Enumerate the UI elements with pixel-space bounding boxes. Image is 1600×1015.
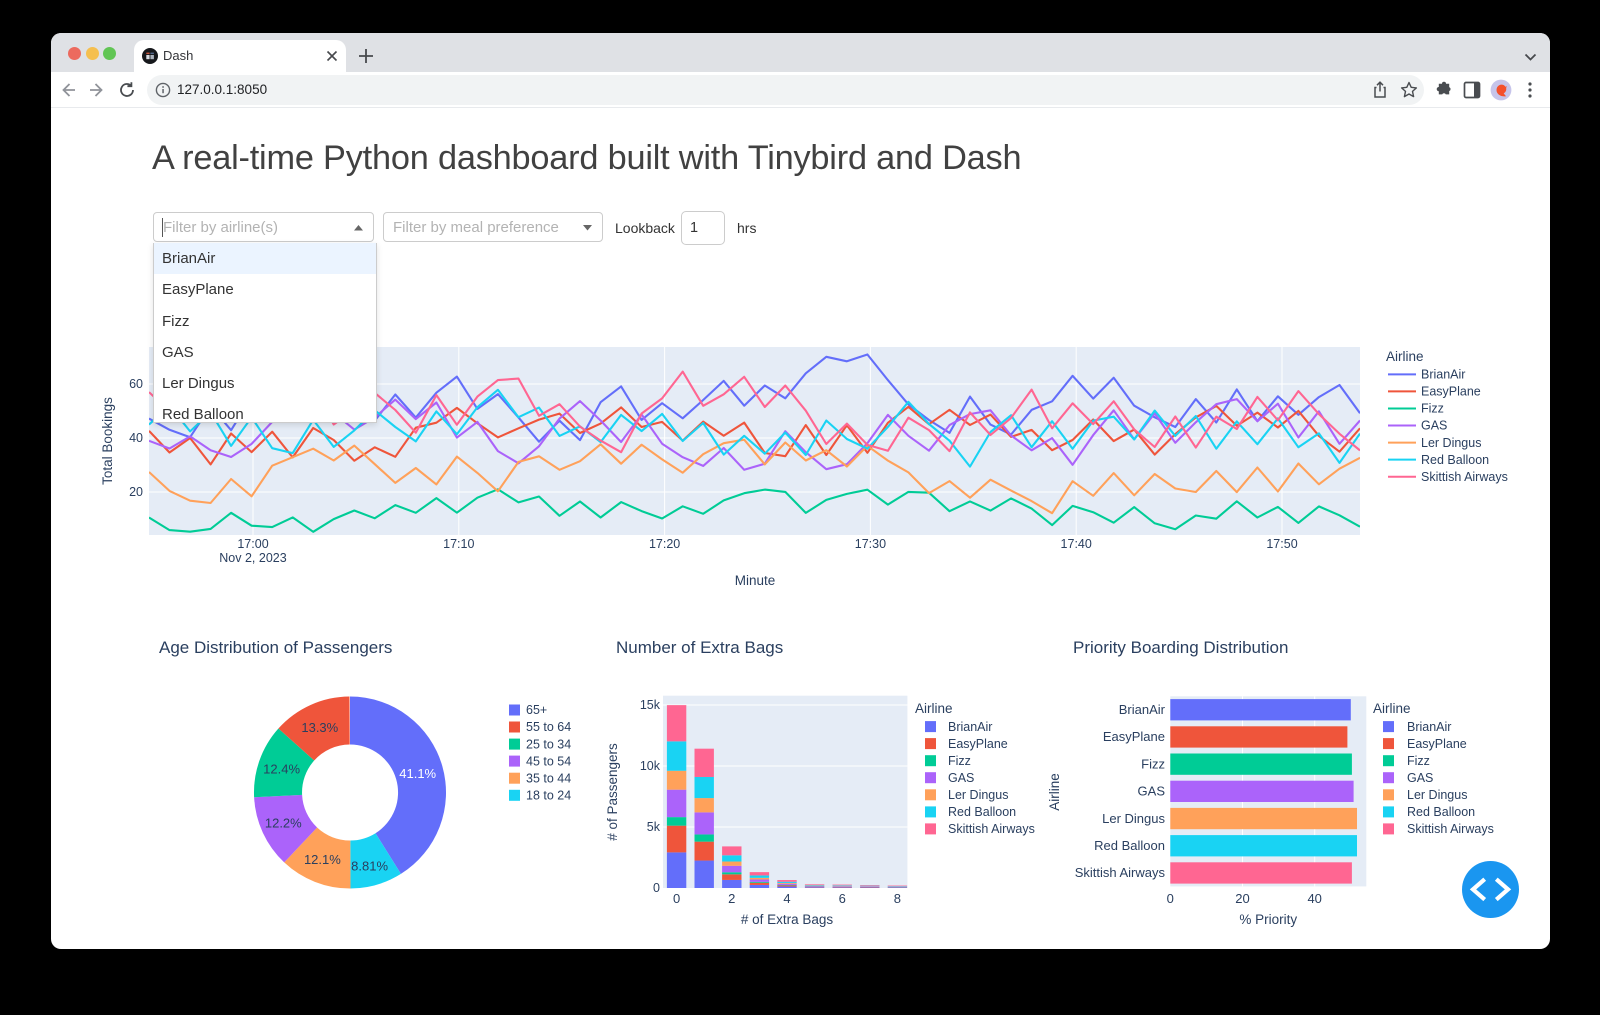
svg-text:17:10: 17:10 (443, 537, 474, 551)
svg-text:Minute: Minute (735, 573, 776, 588)
svg-text:Red Balloon: Red Balloon (1407, 805, 1475, 819)
svg-text:Skittish Airways: Skittish Airways (1075, 865, 1166, 880)
svg-text:GAS: GAS (1421, 419, 1447, 433)
svg-text:25 to 34: 25 to 34 (526, 737, 571, 751)
svg-text:12.4%: 12.4% (263, 761, 300, 776)
svg-text:% Priority: % Priority (1239, 912, 1297, 927)
svg-text:Skittish Airways: Skittish Airways (1421, 470, 1508, 484)
svg-text:EasyPlane: EasyPlane (1407, 737, 1467, 751)
svg-text:17:40: 17:40 (1061, 537, 1092, 551)
svg-text:Total Bookings: Total Bookings (100, 397, 115, 485)
svg-text:Airline: Airline (1047, 773, 1062, 811)
svg-text:41.1%: 41.1% (399, 766, 436, 781)
svg-text:Red Balloon: Red Balloon (1094, 838, 1165, 853)
svg-text:12.2%: 12.2% (265, 816, 302, 831)
svg-text:12.1%: 12.1% (304, 852, 341, 867)
svg-text:40: 40 (129, 431, 143, 445)
svg-text:17:30: 17:30 (855, 537, 886, 551)
svg-text:20: 20 (129, 485, 143, 499)
svg-text:EasyPlane: EasyPlane (1421, 385, 1481, 399)
svg-text:Ler Dingus: Ler Dingus (948, 788, 1008, 802)
svg-text:20: 20 (1235, 891, 1249, 906)
svg-text:60: 60 (129, 377, 143, 391)
svg-text:17:00: 17:00 (237, 537, 268, 551)
svg-text:17:50: 17:50 (1266, 537, 1297, 551)
svg-text:Age Distribution of Passengers: Age Distribution of Passengers (159, 638, 392, 657)
svg-text:Airline: Airline (1386, 349, 1424, 364)
svg-text:EasyPlane: EasyPlane (948, 737, 1008, 751)
svg-text:15k: 15k (640, 698, 661, 712)
svg-text:35 to 44: 35 to 44 (526, 771, 571, 785)
svg-text:GAS: GAS (1138, 784, 1166, 799)
svg-text:Number of Extra Bags: Number of Extra Bags (616, 638, 783, 657)
svg-text:2: 2 (728, 891, 735, 906)
svg-text:Red Balloon: Red Balloon (1421, 453, 1489, 467)
svg-text:Ler Dingus: Ler Dingus (1102, 811, 1165, 826)
svg-text:0: 0 (653, 881, 660, 895)
svg-text:Fizz: Fizz (1141, 756, 1165, 771)
svg-text:BrianAir: BrianAir (1407, 720, 1451, 734)
svg-text:Ler Dingus: Ler Dingus (1421, 436, 1481, 450)
svg-text:65+: 65+ (526, 703, 547, 717)
svg-text:0: 0 (1167, 891, 1174, 906)
svg-text:BrianAir: BrianAir (948, 720, 992, 734)
svg-text:Fizz: Fizz (1407, 754, 1430, 768)
svg-text:BrianAir: BrianAir (1421, 368, 1465, 382)
svg-text:8.81%: 8.81% (351, 858, 388, 873)
svg-text:5k: 5k (647, 820, 661, 834)
svg-text:Red Balloon: Red Balloon (948, 805, 1016, 819)
svg-text:0: 0 (673, 891, 680, 906)
svg-text:8: 8 (894, 891, 901, 906)
svg-text:Ler Dingus: Ler Dingus (1407, 788, 1467, 802)
svg-text:4: 4 (783, 891, 790, 906)
svg-text:55 to 64: 55 to 64 (526, 720, 571, 734)
svg-text:# of Extra Bags: # of Extra Bags (741, 912, 834, 927)
svg-text:10k: 10k (640, 759, 661, 773)
svg-text:Fizz: Fizz (948, 754, 971, 768)
svg-text:BrianAir: BrianAir (1119, 702, 1166, 717)
svg-text:GAS: GAS (948, 771, 974, 785)
svg-text:Airline: Airline (915, 701, 953, 716)
svg-text:EasyPlane: EasyPlane (1103, 729, 1165, 744)
svg-text:Nov 2, 2023: Nov 2, 2023 (219, 551, 286, 565)
svg-text:6: 6 (839, 891, 846, 906)
svg-text:GAS: GAS (1407, 771, 1433, 785)
svg-text:Fizz: Fizz (1421, 402, 1444, 416)
svg-text:45 to 54: 45 to 54 (526, 754, 571, 768)
svg-text:13.3%: 13.3% (301, 720, 338, 735)
svg-text:40: 40 (1307, 891, 1321, 906)
svg-text:# of Passengers: # of Passengers (605, 743, 620, 841)
svg-text:17:20: 17:20 (649, 537, 680, 551)
svg-text:Skittish Airways: Skittish Airways (948, 822, 1035, 836)
svg-text:Skittish Airways: Skittish Airways (1407, 822, 1494, 836)
svg-text:18 to 24: 18 to 24 (526, 789, 571, 803)
svg-text:Airline: Airline (1373, 701, 1411, 716)
svg-text:Priority Boarding Distribution: Priority Boarding Distribution (1073, 638, 1288, 657)
